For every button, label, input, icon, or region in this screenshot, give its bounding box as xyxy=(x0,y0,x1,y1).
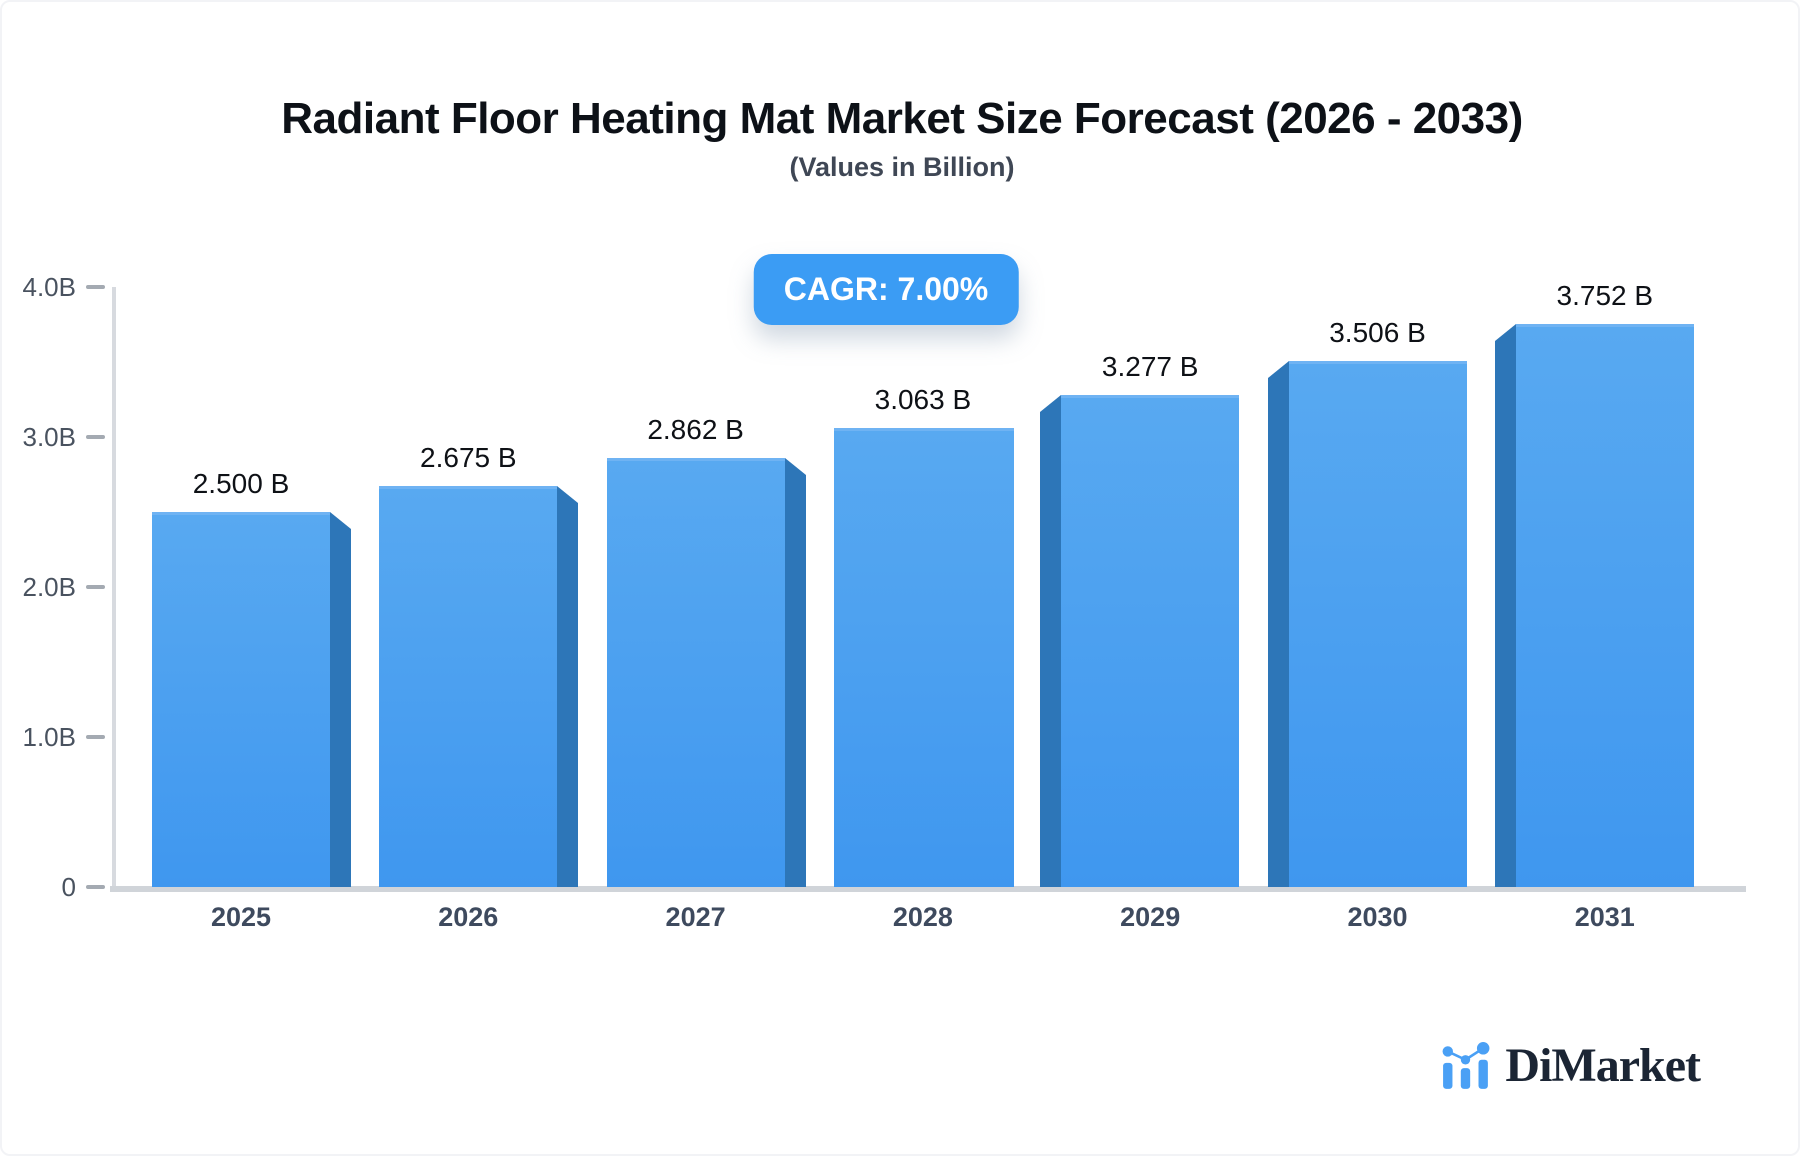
bar-3d-side xyxy=(1040,395,1062,887)
bar-face xyxy=(606,458,785,887)
x-axis-label: 2031 xyxy=(1574,902,1635,932)
x-axis-label: 2028 xyxy=(892,902,953,932)
y-axis-tick xyxy=(86,285,105,289)
x-axis-baseline xyxy=(110,886,1746,892)
brand-logo: DiMarket xyxy=(1441,1038,1701,1093)
bar-3d-side xyxy=(1494,324,1516,887)
brand-bar-chart-icon xyxy=(1442,1041,1490,1089)
bar-3d-side xyxy=(784,458,806,887)
chart-subtitle: (Values in Billion) xyxy=(789,152,1015,182)
bar-value-label: 2.675 B xyxy=(420,442,517,473)
bar-face xyxy=(833,428,1014,887)
bar-value-label: 3.506 B xyxy=(1329,317,1426,348)
y-axis-tick-label: 1.0B xyxy=(22,722,77,752)
x-axis-label: 2027 xyxy=(665,902,726,932)
bar-3d-side xyxy=(1267,361,1289,887)
bar-2027 xyxy=(606,458,806,887)
bar-value-label: 2.862 B xyxy=(647,414,744,445)
x-axis-label: 2029 xyxy=(1120,902,1181,932)
bar-3d-side xyxy=(557,486,579,887)
cagr-badge: CAGR: 7.00% xyxy=(753,254,1019,325)
bar-value-label: 3.063 B xyxy=(874,384,972,415)
y-axis-tick-label: 4.0B xyxy=(22,272,77,302)
bar-face xyxy=(379,486,558,887)
bar-2031 xyxy=(1494,324,1694,887)
bar-2029 xyxy=(1040,395,1240,887)
bar-face xyxy=(152,512,330,887)
bar-value-label: 3.752 B xyxy=(1556,280,1654,311)
bar-3d-side xyxy=(330,512,351,887)
bar-2030 xyxy=(1267,361,1467,887)
y-axis-tick xyxy=(86,585,105,589)
x-axis-label: 2025 xyxy=(210,902,272,932)
bar-value-label: 2.500 B xyxy=(192,468,290,499)
bar-2026 xyxy=(379,486,579,887)
y-axis-tick xyxy=(86,885,105,889)
y-axis-tick xyxy=(86,435,105,439)
bar-value-label: 3.277 B xyxy=(1101,351,1199,382)
chart-title: Radiant Floor Heating Mat Market Size Fo… xyxy=(281,94,1523,143)
bar-2025 xyxy=(152,512,351,887)
y-axis-line xyxy=(112,287,116,889)
y-axis-tick-label: 0 xyxy=(61,872,76,902)
x-axis-label: 2030 xyxy=(1347,902,1408,932)
y-axis-tick xyxy=(86,735,105,739)
y-axis-tick-label: 3.0B xyxy=(22,422,77,452)
brand-name: DiMarket xyxy=(1505,1039,1701,1092)
bar-face xyxy=(1515,324,1694,887)
y-axis-tick-label: 2.0B xyxy=(22,572,77,602)
bar-face xyxy=(1061,395,1240,887)
bar-2028 xyxy=(833,428,1014,887)
x-axis-label: 2026 xyxy=(438,902,499,932)
bar-face xyxy=(1288,361,1467,887)
